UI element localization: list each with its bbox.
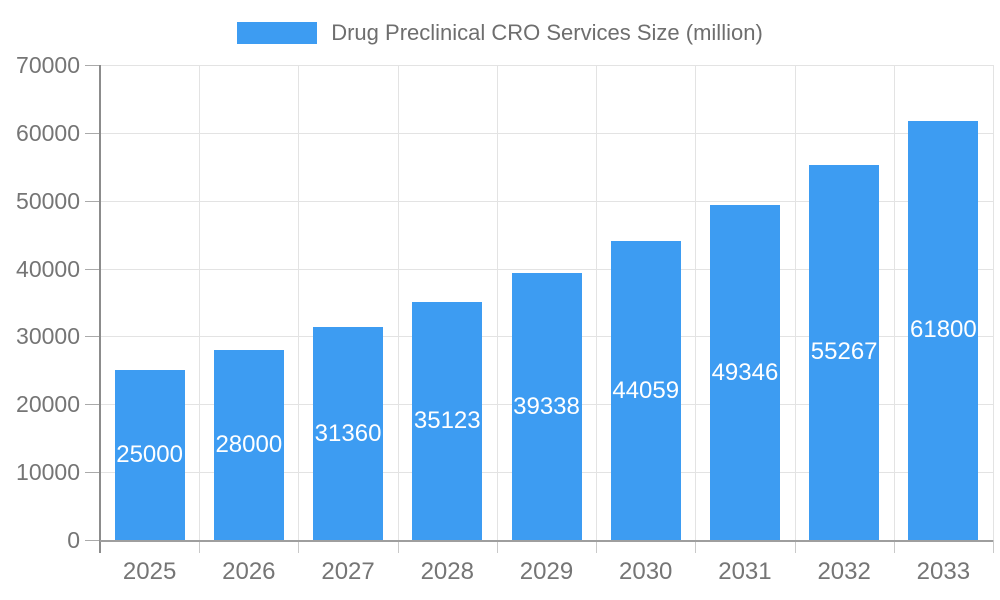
x-tick <box>993 540 994 553</box>
y-tick <box>85 404 100 406</box>
y-tick <box>85 540 100 541</box>
x-tick <box>794 540 796 553</box>
x-gridline <box>695 65 697 540</box>
bar-2031: 49346 <box>709 205 780 540</box>
bar-2030: 44059 <box>610 241 681 540</box>
y-axis-tick-label: 60000 <box>16 119 80 146</box>
bar-value-label: 31360 <box>314 419 382 447</box>
y-gridline <box>100 200 993 202</box>
y-gridline <box>100 268 993 270</box>
y-tick <box>85 472 100 474</box>
x-tick <box>496 540 498 553</box>
x-tick <box>893 540 895 553</box>
x-tick <box>199 540 201 553</box>
x-gridline <box>893 65 895 540</box>
x-gridline <box>397 65 399 540</box>
x-tick <box>596 540 598 553</box>
x-axis-tick-label: 2033 <box>916 558 971 585</box>
bar-value-label: 49346 <box>711 358 779 386</box>
bar-value-label: 25000 <box>116 441 183 469</box>
x-gridline <box>199 65 201 540</box>
y-tick <box>85 336 100 338</box>
x-axis-tick-label: 2031 <box>718 558 772 585</box>
x-axis-tick-label: 2027 <box>321 558 375 585</box>
y-tick <box>85 132 100 134</box>
x-axis-tick-label: 2029 <box>519 558 574 585</box>
bar-2025: 25000 <box>114 370 185 540</box>
y-axis-tick-label: 0 <box>67 527 80 553</box>
y-axis-tick-label: 30000 <box>16 323 80 350</box>
y-tick <box>85 268 100 270</box>
x-gridline <box>794 65 796 540</box>
bar-value-label: 55267 <box>810 338 878 366</box>
bar-2026: 28000 <box>213 350 284 540</box>
legend-label: Drug Preclinical CRO Services Size (mill… <box>331 20 763 45</box>
y-tick <box>85 65 100 66</box>
chart-legend[interactable]: Drug Preclinical CRO Services Size (mill… <box>0 20 1000 46</box>
x-axis-tick-label: 2028 <box>420 558 474 585</box>
bar-2029: 39338 <box>511 273 582 540</box>
x-tick <box>695 540 697 553</box>
x-gridline <box>993 65 994 540</box>
bar-value-label: 39338 <box>513 392 580 420</box>
bar-value-label: 44059 <box>612 376 680 404</box>
x-gridline <box>596 65 598 540</box>
y-gridline <box>100 65 993 66</box>
bar-value-label: 61800 <box>910 316 977 344</box>
x-axis-line <box>100 540 993 542</box>
y-tick <box>85 200 100 202</box>
x-axis-tick-label: 2032 <box>817 558 871 585</box>
x-gridline <box>496 65 498 540</box>
x-axis-tick-label: 2030 <box>619 558 673 585</box>
y-axis-line <box>99 65 101 553</box>
legend-swatch-icon <box>237 22 318 44</box>
x-gridline <box>298 65 300 540</box>
x-tick <box>298 540 300 553</box>
bar-2033: 61800 <box>908 120 979 540</box>
bar-value-label: 28000 <box>215 431 283 458</box>
bar-value-label: 35123 <box>413 406 481 434</box>
y-gridline <box>100 132 993 134</box>
y-axis-tick-label: 50000 <box>16 187 80 214</box>
y-axis-tick-label: 70000 <box>16 52 80 78</box>
bar-2027: 31360 <box>313 327 384 540</box>
bar-2032: 55267 <box>809 164 880 540</box>
x-tick <box>397 540 399 553</box>
y-axis-tick-label: 40000 <box>16 255 80 282</box>
x-axis-tick-label: 2026 <box>222 558 276 585</box>
x-axis-tick-label: 2025 <box>122 558 177 585</box>
y-axis-tick-label: 10000 <box>16 459 80 486</box>
bar-2028: 35123 <box>412 301 483 540</box>
y-axis-tick-label: 20000 <box>16 391 80 418</box>
